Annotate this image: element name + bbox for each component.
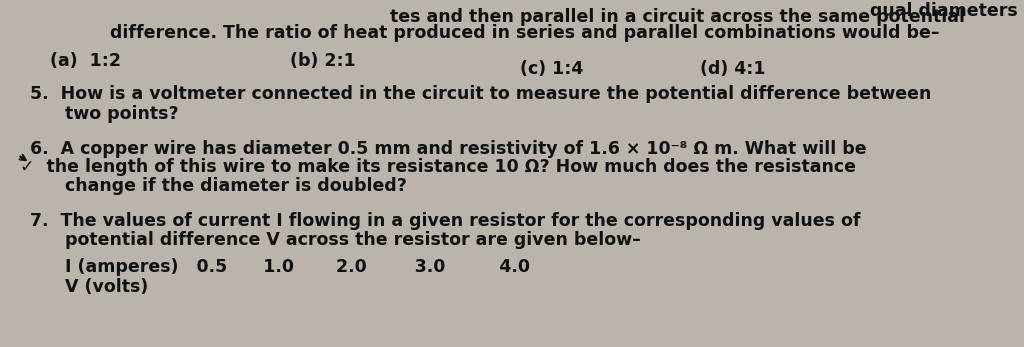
Text: 6.  A copper wire has diameter 0.5 mm and resistivity of 1.6 × 10⁻⁸ Ω m. What wi: 6. A copper wire has diameter 0.5 mm and… — [30, 140, 866, 158]
Text: (b) 2:1: (b) 2:1 — [290, 52, 355, 70]
Text: change if the diameter is doubled?: change if the diameter is doubled? — [65, 177, 407, 195]
Text: tes and then parallel in a circuit across the same potential: tes and then parallel in a circuit acros… — [390, 8, 965, 26]
Text: potential difference V across the resistor are given below–: potential difference V across the resist… — [65, 231, 641, 249]
Text: two points?: two points? — [65, 105, 178, 123]
Text: I (amperes)   0.5      1.0       2.0        3.0         4.0: I (amperes) 0.5 1.0 2.0 3.0 4.0 — [65, 258, 530, 276]
Text: V (volts): V (volts) — [65, 278, 148, 296]
Text: (d) 4:1: (d) 4:1 — [700, 60, 766, 78]
Text: qual diameters: qual diameters — [870, 2, 1018, 20]
Text: 5.  How is a voltmeter connected in the circuit to measure the potential differe: 5. How is a voltmeter connected in the c… — [30, 85, 932, 103]
Text: ✓  the length of this wire to make its resistance 10 Ω? How much does the resist: ✓ the length of this wire to make its re… — [20, 158, 856, 176]
Text: (c) 1:4: (c) 1:4 — [520, 60, 584, 78]
Text: difference. The ratio of heat produced in series and parallel combinations would: difference. The ratio of heat produced i… — [110, 24, 939, 42]
Text: (a)  1:2: (a) 1:2 — [50, 52, 121, 70]
Text: 7.  The values of current I flowing in a given resistor for the corresponding va: 7. The values of current I flowing in a … — [30, 212, 860, 230]
